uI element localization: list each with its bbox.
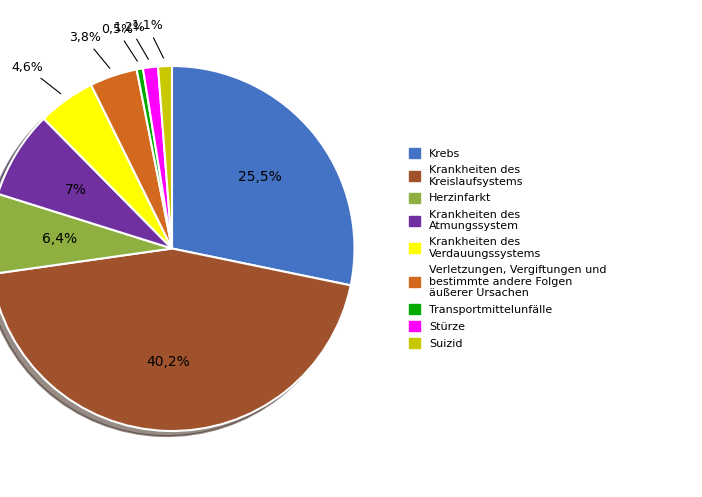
- Text: 40,2%: 40,2%: [147, 354, 190, 369]
- Wedge shape: [0, 194, 172, 274]
- Wedge shape: [137, 68, 172, 248]
- Text: 4,6%: 4,6%: [11, 61, 60, 94]
- Text: 6,4%: 6,4%: [41, 232, 77, 246]
- Wedge shape: [143, 67, 172, 248]
- Text: 0,5%: 0,5%: [100, 23, 138, 61]
- Text: 25,5%: 25,5%: [238, 170, 282, 184]
- Text: 1,1%: 1,1%: [132, 19, 164, 58]
- Text: 1,2%: 1,2%: [114, 21, 148, 60]
- Wedge shape: [0, 119, 172, 248]
- Wedge shape: [172, 66, 355, 285]
- Wedge shape: [158, 66, 172, 248]
- Wedge shape: [0, 248, 351, 431]
- Text: 7%: 7%: [65, 182, 86, 196]
- Wedge shape: [91, 70, 172, 248]
- Text: 3,8%: 3,8%: [69, 31, 110, 68]
- Wedge shape: [44, 85, 172, 248]
- Legend: Krebs, Krankheiten des
Kreislaufsystems, Herzinfarkt, Krankheiten des
Atmungssys: Krebs, Krankheiten des Kreislaufsystems,…: [406, 145, 610, 352]
